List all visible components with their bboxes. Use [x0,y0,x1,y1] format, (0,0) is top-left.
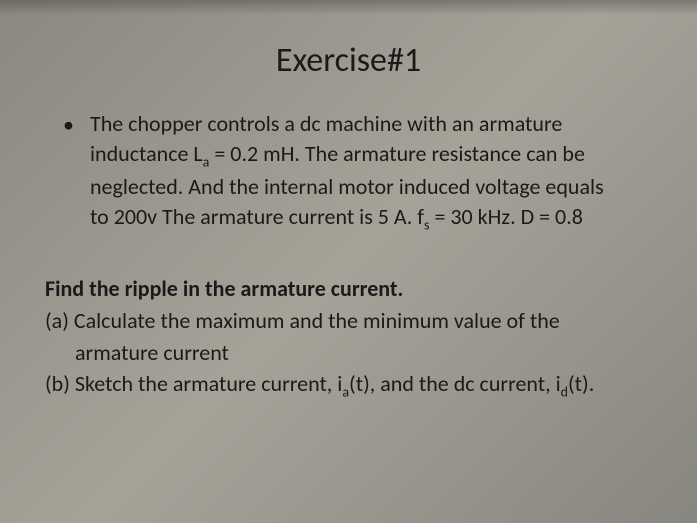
problem-line1: The chopper controls a dc machine with a… [90,110,562,137]
part-a-line1: (a) Calculate the maximum and the minimu… [45,306,652,336]
problem-line2-part2: = 0.2 mH. The armature resistance can be [209,140,585,167]
problem-statement: • The chopper controls a dc machine with… [45,109,652,235]
problem-line2-part1: inductance L [90,140,203,167]
part-b-text1: (b) Sketch the armature current, i [45,370,342,397]
problem-line4-part2: = 30 kHz. D = 0.8 [430,203,583,230]
part-b-text3: (t). [568,370,594,397]
problem-text: The chopper controls a dc machine with a… [90,109,604,235]
subscript-id: d [561,384,568,401]
part-b-text2: (t), and the dc current, i [349,370,561,397]
part-a-line2: armature current [45,338,652,368]
bullet-marker: • [63,111,74,138]
exercise-title: Exercise#1 [45,40,652,81]
problem-line3: neglected. And the internal motor induce… [90,173,604,200]
find-title: Find the ripple in the armature current. [45,275,652,302]
part-b: (b) Sketch the armature current, ia(t), … [45,369,652,402]
find-section: Find the ripple in the armature current.… [45,275,652,403]
problem-line4-part1: to 200v The armature current is 5 A. f [90,203,424,230]
